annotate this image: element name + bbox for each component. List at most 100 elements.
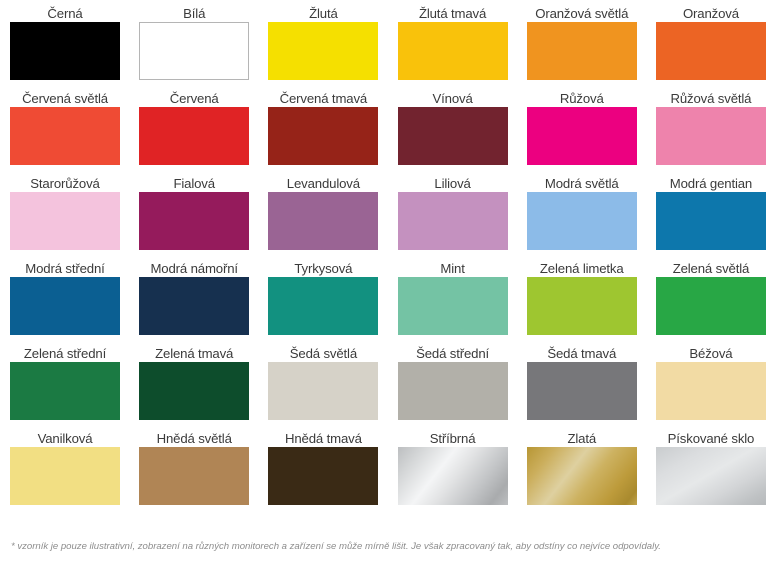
color-swatch[interactable] — [10, 277, 120, 335]
swatch-cell: Starorůžová — [10, 174, 139, 259]
swatch-label: Vanilková — [37, 431, 93, 446]
swatch-cell: Šedá střední — [397, 344, 527, 429]
swatch-cell: Žlutá — [268, 4, 397, 89]
color-swatch[interactable] — [526, 362, 637, 420]
color-swatch[interactable] — [655, 277, 766, 335]
swatch-cell: Oranžová — [655, 4, 775, 89]
swatch-label: Starorůžová — [30, 176, 100, 191]
color-swatch[interactable] — [10, 22, 120, 80]
color-swatch[interactable] — [526, 447, 637, 505]
swatch-label: Tyrkysová — [294, 261, 353, 276]
swatch-cell: Žlutá tmavá — [397, 4, 527, 89]
swatch-label: Zlatá — [567, 431, 597, 446]
swatch-cell: Zelená limetka — [526, 259, 656, 344]
swatch-cell: Tyrkysová — [268, 259, 397, 344]
swatch-cell: Růžová — [526, 89, 656, 174]
color-swatch[interactable] — [10, 107, 120, 165]
swatch-cell: Fialová — [139, 174, 268, 259]
color-swatch[interactable] — [397, 362, 508, 420]
color-swatch[interactable] — [397, 107, 508, 165]
swatch-label: Růžová světlá — [670, 91, 752, 106]
swatch-label: Červená světlá — [22, 91, 108, 106]
color-swatch[interactable] — [526, 277, 637, 335]
swatch-cell: Béžová — [655, 344, 775, 429]
color-swatch[interactable] — [397, 277, 508, 335]
swatch-cell: Stříbrná — [397, 429, 527, 514]
swatch-label: Oranžová světlá — [535, 6, 629, 21]
swatch-cell: Šedá tmavá — [526, 344, 656, 429]
swatch-cell: Liliová — [397, 174, 527, 259]
color-swatch[interactable] — [10, 192, 120, 250]
swatch-label: Modrá gentian — [669, 176, 753, 191]
swatch-label: Zelená střední — [23, 346, 107, 361]
color-swatch[interactable] — [139, 362, 250, 420]
color-swatch[interactable] — [268, 107, 379, 165]
swatch-label: Červená tmavá — [279, 91, 368, 106]
swatch-label: Bílá — [183, 6, 206, 21]
swatch-label: Modrá námořní — [150, 261, 238, 276]
color-swatch[interactable] — [397, 447, 508, 505]
color-swatch[interactable] — [139, 447, 250, 505]
color-swatch[interactable] — [268, 277, 379, 335]
swatch-label: Stříbrná — [429, 431, 476, 446]
swatch-label: Šedá střední — [416, 346, 490, 361]
color-swatch[interactable] — [268, 192, 379, 250]
color-swatch[interactable] — [268, 447, 379, 505]
swatch-cell: Červená — [139, 89, 268, 174]
swatch-label: Zelená světlá — [672, 261, 750, 276]
color-swatch[interactable] — [655, 362, 766, 420]
swatch-cell: Pískované sklo — [655, 429, 775, 514]
color-swatch[interactable] — [397, 192, 508, 250]
color-swatch[interactable] — [655, 192, 766, 250]
swatch-label: Červená — [169, 91, 219, 106]
color-swatch[interactable] — [139, 107, 250, 165]
swatch-label: Šedá světlá — [289, 346, 357, 361]
swatch-label: Žlutá — [309, 6, 338, 21]
color-swatch[interactable] — [526, 107, 637, 165]
swatch-cell: Modrá gentian — [655, 174, 775, 259]
swatch-label: Pískované sklo — [667, 431, 755, 446]
footnote-disclaimer: * vzorník je pouze ilustrativní, zobraze… — [11, 541, 661, 552]
color-swatch[interactable] — [268, 22, 379, 80]
swatch-label: Béžová — [689, 346, 733, 361]
swatch-cell: Zlatá — [526, 429, 656, 514]
swatch-label: Vínová — [432, 91, 473, 106]
swatch-label: Fialová — [173, 176, 215, 191]
color-swatch[interactable] — [139, 192, 250, 250]
swatch-cell: Vínová — [397, 89, 527, 174]
swatch-cell: Černá — [10, 4, 139, 89]
color-swatch[interactable] — [397, 22, 508, 80]
swatch-label: Oranžová — [682, 6, 739, 21]
color-swatch[interactable] — [10, 447, 120, 505]
swatch-cell: Zelená tmavá — [139, 344, 268, 429]
color-swatch[interactable] — [139, 277, 250, 335]
swatch-cell: Mint — [397, 259, 527, 344]
swatch-cell: Modrá námořní — [139, 259, 268, 344]
swatch-cell: Modrá střední — [10, 259, 139, 344]
swatch-label: Černá — [47, 6, 83, 21]
swatch-cell: Levandulová — [268, 174, 397, 259]
swatch-cell: Červená tmavá — [268, 89, 397, 174]
color-swatch[interactable] — [10, 362, 120, 420]
color-swatch[interactable] — [526, 22, 637, 80]
color-swatch[interactable] — [268, 362, 379, 420]
swatch-label: Modrá střední — [25, 261, 105, 276]
swatch-label: Liliová — [434, 176, 471, 191]
swatch-cell: Červená světlá — [10, 89, 139, 174]
color-swatch[interactable] — [139, 22, 250, 80]
color-swatch[interactable] — [526, 192, 637, 250]
color-swatch[interactable] — [655, 107, 766, 165]
swatch-cell: Růžová světlá — [655, 89, 775, 174]
swatch-cell: Zelená střední — [10, 344, 139, 429]
swatch-label: Mint — [440, 261, 465, 276]
swatch-cell: Modrá světlá — [526, 174, 656, 259]
swatch-label: Hnědá tmavá — [284, 431, 362, 446]
swatch-label: Modrá světlá — [544, 176, 619, 191]
swatch-label: Levandulová — [286, 176, 360, 191]
swatch-label: Žlutá tmavá — [418, 6, 487, 21]
swatch-cell: Šedá světlá — [268, 344, 397, 429]
color-swatch[interactable] — [655, 22, 766, 80]
color-swatch[interactable] — [655, 447, 766, 505]
